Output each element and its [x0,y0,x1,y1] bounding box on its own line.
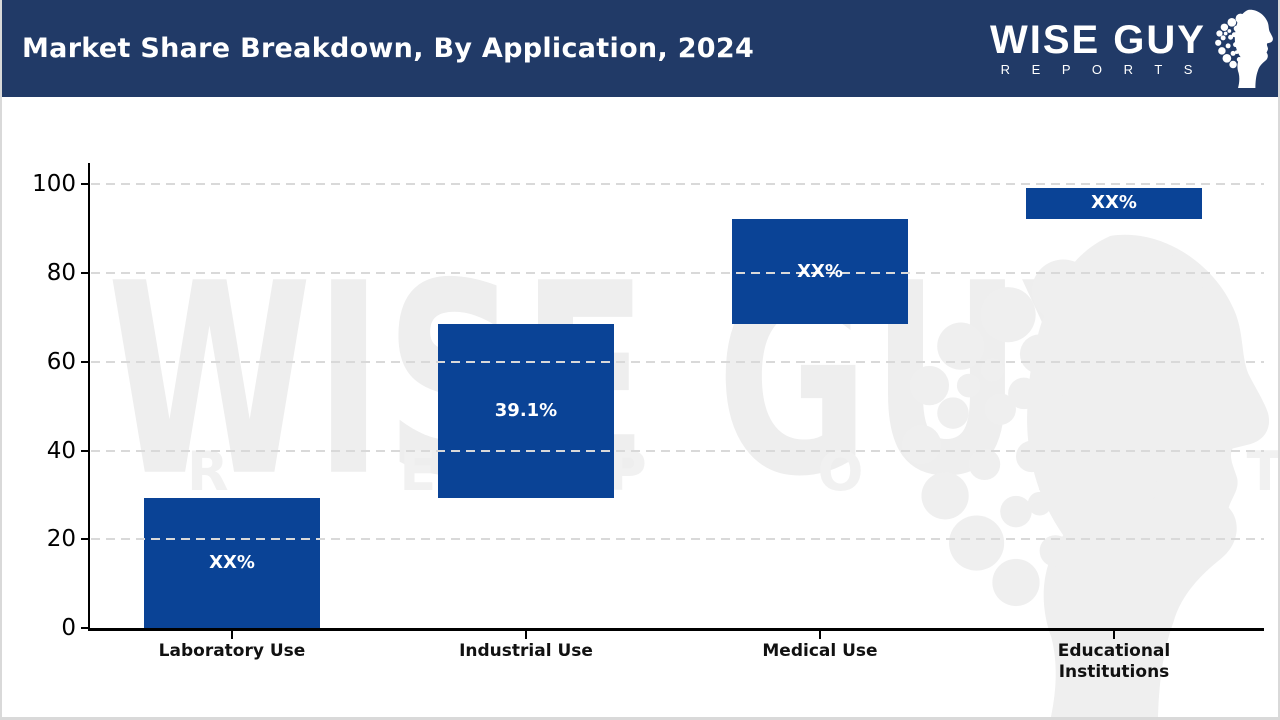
bar-segment [438,324,614,498]
x-tick-mark [525,631,527,639]
header-bar: Market Share Breakdown, By Application, … [2,0,1278,97]
y-tick-label: 20 [46,526,76,553]
bar-value-label: XX% [797,260,843,282]
x-tick-mark [819,631,821,639]
y-axis-line [88,163,90,631]
page-title: Market Share Breakdown, By Application, … [22,33,755,64]
y-tick-label: 60 [46,348,76,375]
bar-value-label: XX% [209,551,255,573]
x-tick-mark [231,631,233,639]
x-tick-mark [1113,631,1115,639]
gridline [91,183,1264,186]
wiseguy-logo: WISE GUY R E P O R T S [990,7,1278,91]
logo-sub-text: R E P O R T S [1000,61,1202,77]
bar-segment [144,497,320,628]
y-tick-label: 100 [32,171,76,198]
logo-brand-text: WISE GUY [989,17,1206,62]
gridline [91,449,1264,452]
wiseguy-face-icon [1215,9,1273,88]
x-axis-line [88,628,1264,631]
y-tick-mark [81,183,88,186]
y-tick-mark [81,360,88,363]
y-tick-label: 80 [46,260,76,286]
y-tick-mark [81,449,88,452]
gridline [91,272,1264,274]
bar-segment [1026,187,1202,219]
gridline [91,538,1264,541]
y-tick-mark [81,272,88,274]
x-axis-label: Laboratory Use [158,641,306,661]
x-axis-label: Medical Use [762,641,878,661]
y-tick-mark [81,627,88,629]
wiseguy-logo-text: WISE GUY R E P O R T S [990,20,1206,78]
x-axis-label: Industrial Use [459,641,593,661]
y-tick-label: 0 [61,615,76,641]
x-axis-label: Educational Institutions [1057,641,1171,682]
bar-value-label: 39.1% [494,400,558,422]
y-tick-mark [81,538,88,541]
y-tick-label: 40 [46,437,76,464]
bar-value-label: XX% [1091,192,1137,214]
gridline [91,360,1264,363]
bar-segment [732,218,908,325]
